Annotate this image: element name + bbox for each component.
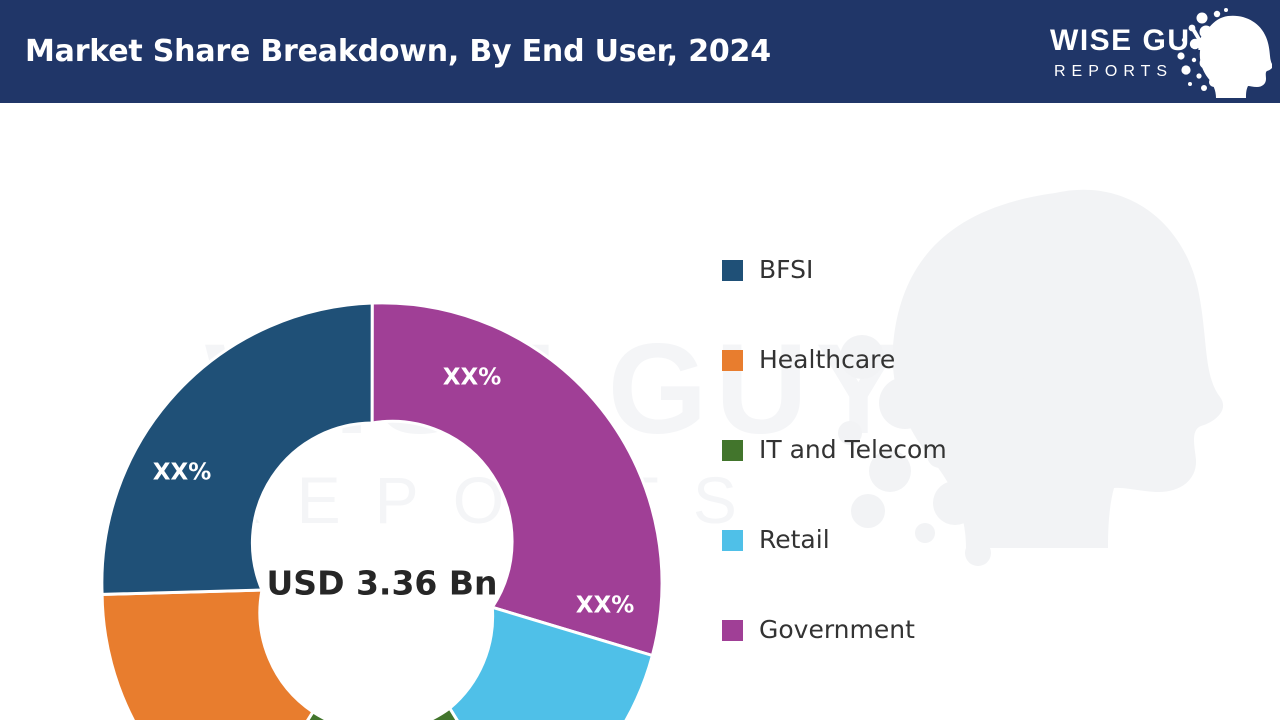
legend-item-it-and-telecom[interactable]: IT and Telecom	[722, 431, 1142, 521]
logo-wordmark-secondary: REPORTS	[1054, 63, 1173, 80]
slice-government[interactable]	[370, 301, 664, 658]
legend-swatch-retail	[722, 530, 743, 551]
legend-swatch-bfsi	[722, 260, 743, 281]
page-header: Market Share Breakdown, By End User, 202…	[0, 0, 1280, 103]
slice-label-government: XX%	[443, 365, 502, 391]
logo-head-profile-icon	[1174, 8, 1272, 98]
legend-label-it-and-telecom: IT and Telecom	[759, 435, 947, 464]
slice-retail[interactable]	[447, 605, 655, 720]
legend-item-bfsi[interactable]: BFSI	[722, 251, 1142, 341]
slice-label-retail: XX%	[576, 593, 635, 619]
legend-item-retail[interactable]: Retail	[722, 521, 1142, 611]
wise-guy-reports-logo: WISE GUY REPORTS	[1050, 8, 1272, 98]
legend-swatch-it-and-telecom	[722, 440, 743, 461]
logo-wordmark-primary: WISE GUY	[1050, 24, 1212, 57]
slice-healthcare[interactable]	[100, 588, 315, 720]
legend-swatch-government	[722, 620, 743, 641]
legend-label-government: Government	[759, 615, 915, 644]
slice-bfsi[interactable]	[100, 301, 374, 596]
donut-center-value: USD 3.36 Bn	[267, 564, 498, 603]
donut-chart: XX% XX% 24.7% XX% XX% USD 3.36 Bn	[100, 301, 664, 720]
legend-item-healthcare[interactable]: Healthcare	[722, 341, 1142, 431]
legend-label-healthcare: Healthcare	[759, 345, 896, 374]
legend-item-government[interactable]: Government	[722, 611, 1142, 701]
chart-legend: BFSI Healthcare IT and Telecom Retail Go…	[722, 251, 1142, 701]
legend-label-bfsi: BFSI	[759, 255, 814, 284]
chart-body: WISE GUY REPORTS	[0, 103, 1280, 720]
slice-label-bfsi: XX%	[153, 460, 212, 486]
page-title: Market Share Breakdown, By End User, 202…	[25, 34, 771, 69]
legend-label-retail: Retail	[759, 525, 830, 554]
slice-it-and-telecom[interactable]	[238, 706, 522, 720]
donut-slices	[100, 301, 664, 720]
legend-swatch-healthcare	[722, 350, 743, 371]
